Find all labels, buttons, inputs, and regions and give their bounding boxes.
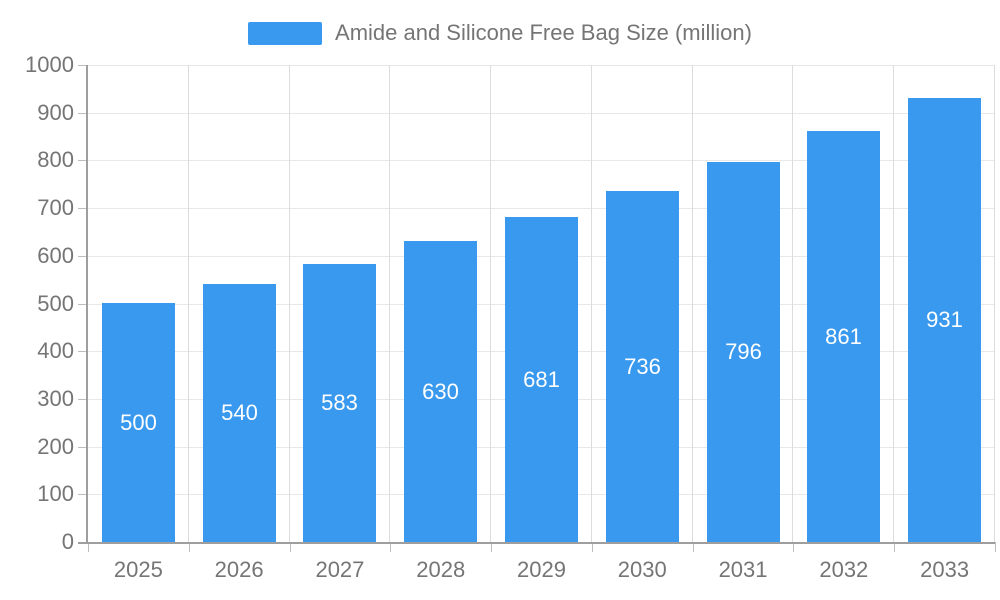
y-axis-tick (78, 447, 88, 448)
gridline-vertical (692, 65, 693, 542)
gridline-vertical (591, 65, 592, 542)
x-tick-label: 2028 (416, 557, 466, 582)
legend-swatch (248, 21, 323, 45)
y-axis-tick (78, 208, 88, 209)
y-tick-label: 600 (37, 243, 74, 268)
gridline-vertical (188, 65, 189, 542)
y-tick-label: 800 (37, 147, 74, 172)
y-tick-label: 900 (37, 100, 74, 125)
gridline-horizontal (88, 113, 995, 114)
x-axis-tick (592, 542, 593, 552)
y-axis-tick (78, 494, 88, 495)
bar-2029[interactable]: 681 (505, 217, 578, 542)
bar-value-label: 500 (120, 409, 157, 435)
y-tick-label: 0 (61, 529, 74, 554)
bar-2033[interactable]: 931 (908, 98, 981, 542)
y-axis-tick (78, 399, 88, 400)
chart-legend[interactable]: Amide and Silicone Free Bag Size (millio… (0, 20, 1000, 46)
y-axis-tick (78, 160, 88, 161)
bar-value-label: 540 (221, 400, 258, 425)
y-axis-tick (78, 65, 88, 66)
x-tick-label: 2026 (214, 557, 264, 582)
y-tick-label: 1000 (25, 52, 74, 77)
x-tick-label: 2030 (617, 557, 667, 582)
bar-2025[interactable]: 500 (102, 303, 175, 542)
y-axis-tick (78, 113, 88, 114)
x-tick-label: 2025 (113, 557, 163, 582)
bar-2032[interactable]: 861 (807, 131, 880, 542)
gridline-vertical (792, 65, 793, 542)
x-axis-tick (491, 542, 492, 552)
gridline-horizontal (88, 160, 995, 161)
x-axis-line (78, 542, 995, 544)
bar-value-label: 583 (321, 390, 358, 415)
y-axis-tick (78, 256, 88, 257)
gridline-vertical (994, 65, 995, 542)
x-tick-label: 2027 (315, 557, 365, 582)
bar-2026[interactable]: 540 (203, 284, 276, 542)
bar-2030[interactable]: 736 (606, 191, 679, 542)
bar-2031[interactable]: 796 (707, 162, 780, 542)
y-axis-line (86, 65, 88, 542)
gridline-vertical (389, 65, 390, 542)
y-tick-label: 300 (37, 386, 74, 411)
x-axis-tick (189, 542, 190, 552)
bar-value-label: 630 (422, 378, 459, 404)
y-tick-label: 400 (37, 338, 74, 363)
x-axis-tick (693, 542, 694, 552)
y-tick-label: 200 (37, 434, 74, 459)
bar-value-label: 861 (825, 323, 862, 349)
y-axis-tick (78, 304, 88, 305)
gridline-vertical (893, 65, 894, 542)
x-axis-tick (390, 542, 391, 552)
bar-value-label: 681 (523, 366, 560, 392)
y-tick-label: 700 (37, 195, 74, 220)
y-axis-tick (78, 351, 88, 352)
x-axis-tick (894, 542, 895, 552)
gridline-horizontal (88, 208, 995, 209)
x-tick-label: 2032 (819, 557, 869, 582)
bar-value-label: 931 (926, 307, 963, 332)
x-tick-label: 2033 (920, 557, 970, 582)
bar-value-label: 736 (624, 353, 661, 379)
x-axis-tick (88, 542, 89, 552)
bar-2027[interactable]: 583 (303, 264, 376, 542)
bar-value-label: 796 (725, 339, 762, 364)
bar-2028[interactable]: 630 (404, 241, 477, 542)
x-tick-label: 2031 (718, 557, 768, 582)
y-tick-label: 500 (37, 291, 74, 316)
x-tick-label: 2029 (517, 557, 566, 582)
legend-label: Amide and Silicone Free Bag Size (millio… (335, 20, 752, 45)
x-axis-tick (290, 542, 291, 552)
gridline-horizontal (88, 65, 995, 66)
gridline-vertical (289, 65, 290, 542)
y-tick-label: 100 (37, 481, 74, 506)
gridline-vertical (490, 65, 491, 542)
x-axis-tick (995, 542, 996, 552)
x-axis-tick (793, 542, 794, 552)
